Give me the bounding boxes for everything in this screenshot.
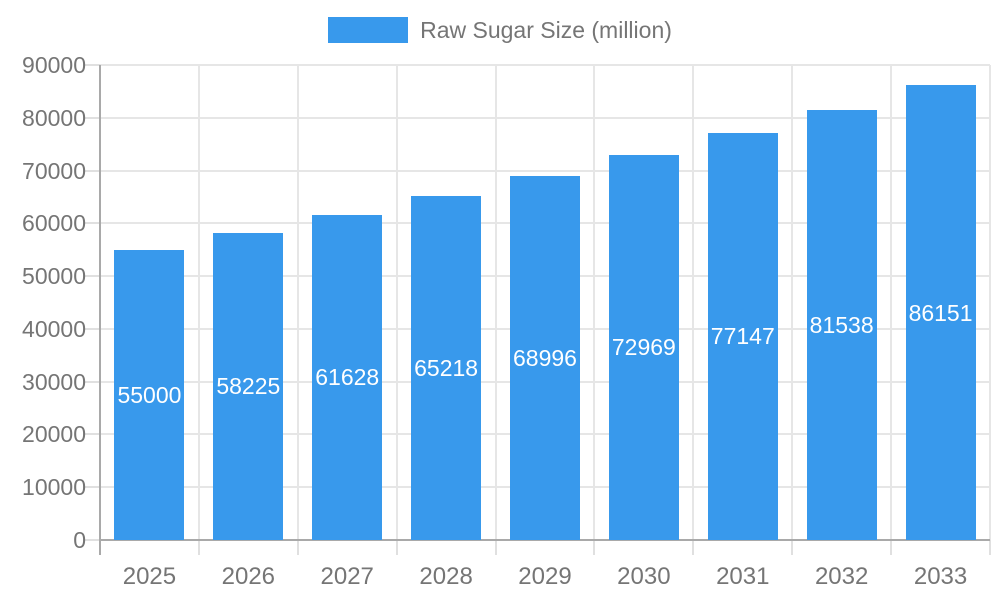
x-gridline xyxy=(989,65,991,540)
x-tick xyxy=(197,540,200,555)
y-tick-label: 90000 xyxy=(22,52,86,78)
legend-item[interactable]: Raw Sugar Size (million) xyxy=(0,17,1000,43)
x-tick xyxy=(494,540,497,555)
x-tick-label: 2028 xyxy=(419,563,473,590)
y-tick-label: 40000 xyxy=(22,315,86,342)
bar xyxy=(312,214,383,540)
x-tick xyxy=(989,540,991,555)
x-tick-label: 2031 xyxy=(716,563,770,590)
y-tick-label: 60000 xyxy=(22,210,86,237)
x-tick-label: 2026 xyxy=(221,563,276,590)
x-tick-label: 2032 xyxy=(814,563,869,590)
x-axis-baseline xyxy=(100,539,990,541)
bar-value-label: 55000 xyxy=(117,381,182,408)
y-gridline xyxy=(100,64,990,66)
x-tick xyxy=(890,540,893,555)
x-gridline xyxy=(197,65,200,540)
bar-value-label: 86151 xyxy=(908,299,973,326)
bar xyxy=(707,132,778,540)
bar xyxy=(905,85,976,540)
legend-label: Raw Sugar Size (million) xyxy=(420,17,672,43)
y-tick-label: 30000 xyxy=(22,368,86,395)
y-axis-line xyxy=(99,65,101,555)
x-tick xyxy=(296,540,299,555)
x-tick xyxy=(692,540,695,555)
y-tick xyxy=(84,327,100,330)
x-gridline xyxy=(593,65,596,540)
y-tick-label: 70000 xyxy=(22,157,86,184)
y-tick xyxy=(84,486,100,489)
bar xyxy=(411,195,482,540)
y-tick xyxy=(84,169,100,172)
legend-swatch xyxy=(328,17,409,43)
x-gridline xyxy=(494,65,497,540)
x-gridline xyxy=(395,65,398,540)
x-gridline xyxy=(296,65,299,540)
x-tick-label: 2025 xyxy=(122,563,177,590)
bar xyxy=(806,109,877,540)
bar xyxy=(114,249,185,540)
y-tick-label: 10000 xyxy=(22,474,86,501)
y-gridline xyxy=(100,169,990,172)
y-tick xyxy=(84,380,100,383)
y-tick-label: 0 xyxy=(73,527,86,553)
bar xyxy=(608,154,679,540)
x-gridline xyxy=(791,65,794,540)
y-tick xyxy=(84,222,100,225)
y-tick xyxy=(84,64,100,66)
y-tick xyxy=(84,116,100,119)
x-tick xyxy=(395,540,398,555)
bar-value-label: 68996 xyxy=(513,344,577,371)
x-tick xyxy=(593,540,596,555)
x-tick-label: 2033 xyxy=(913,563,968,590)
bar-value-label: 58225 xyxy=(216,373,281,400)
y-tick xyxy=(84,433,100,436)
bar-value-label: 65218 xyxy=(414,354,479,381)
x-tick-label: 2030 xyxy=(617,563,671,590)
y-tick-label: 20000 xyxy=(22,421,86,448)
y-tick xyxy=(84,539,100,541)
y-tick-label: 80000 xyxy=(22,104,86,131)
x-tick-label: 2029 xyxy=(518,563,572,590)
x-tick-label: 2027 xyxy=(320,563,374,590)
x-gridline xyxy=(692,65,695,540)
bar-value-label: 72969 xyxy=(611,334,676,361)
bar-value-label: 77147 xyxy=(710,323,775,350)
y-tick-label: 50000 xyxy=(22,263,86,290)
bar xyxy=(510,175,580,540)
x-gridline xyxy=(890,65,893,540)
bar-value-label: 81538 xyxy=(809,311,874,338)
bar xyxy=(213,232,284,540)
y-gridline xyxy=(100,116,990,119)
y-tick xyxy=(84,275,100,278)
x-tick xyxy=(791,540,794,555)
bar-value-label: 61628 xyxy=(315,364,380,391)
